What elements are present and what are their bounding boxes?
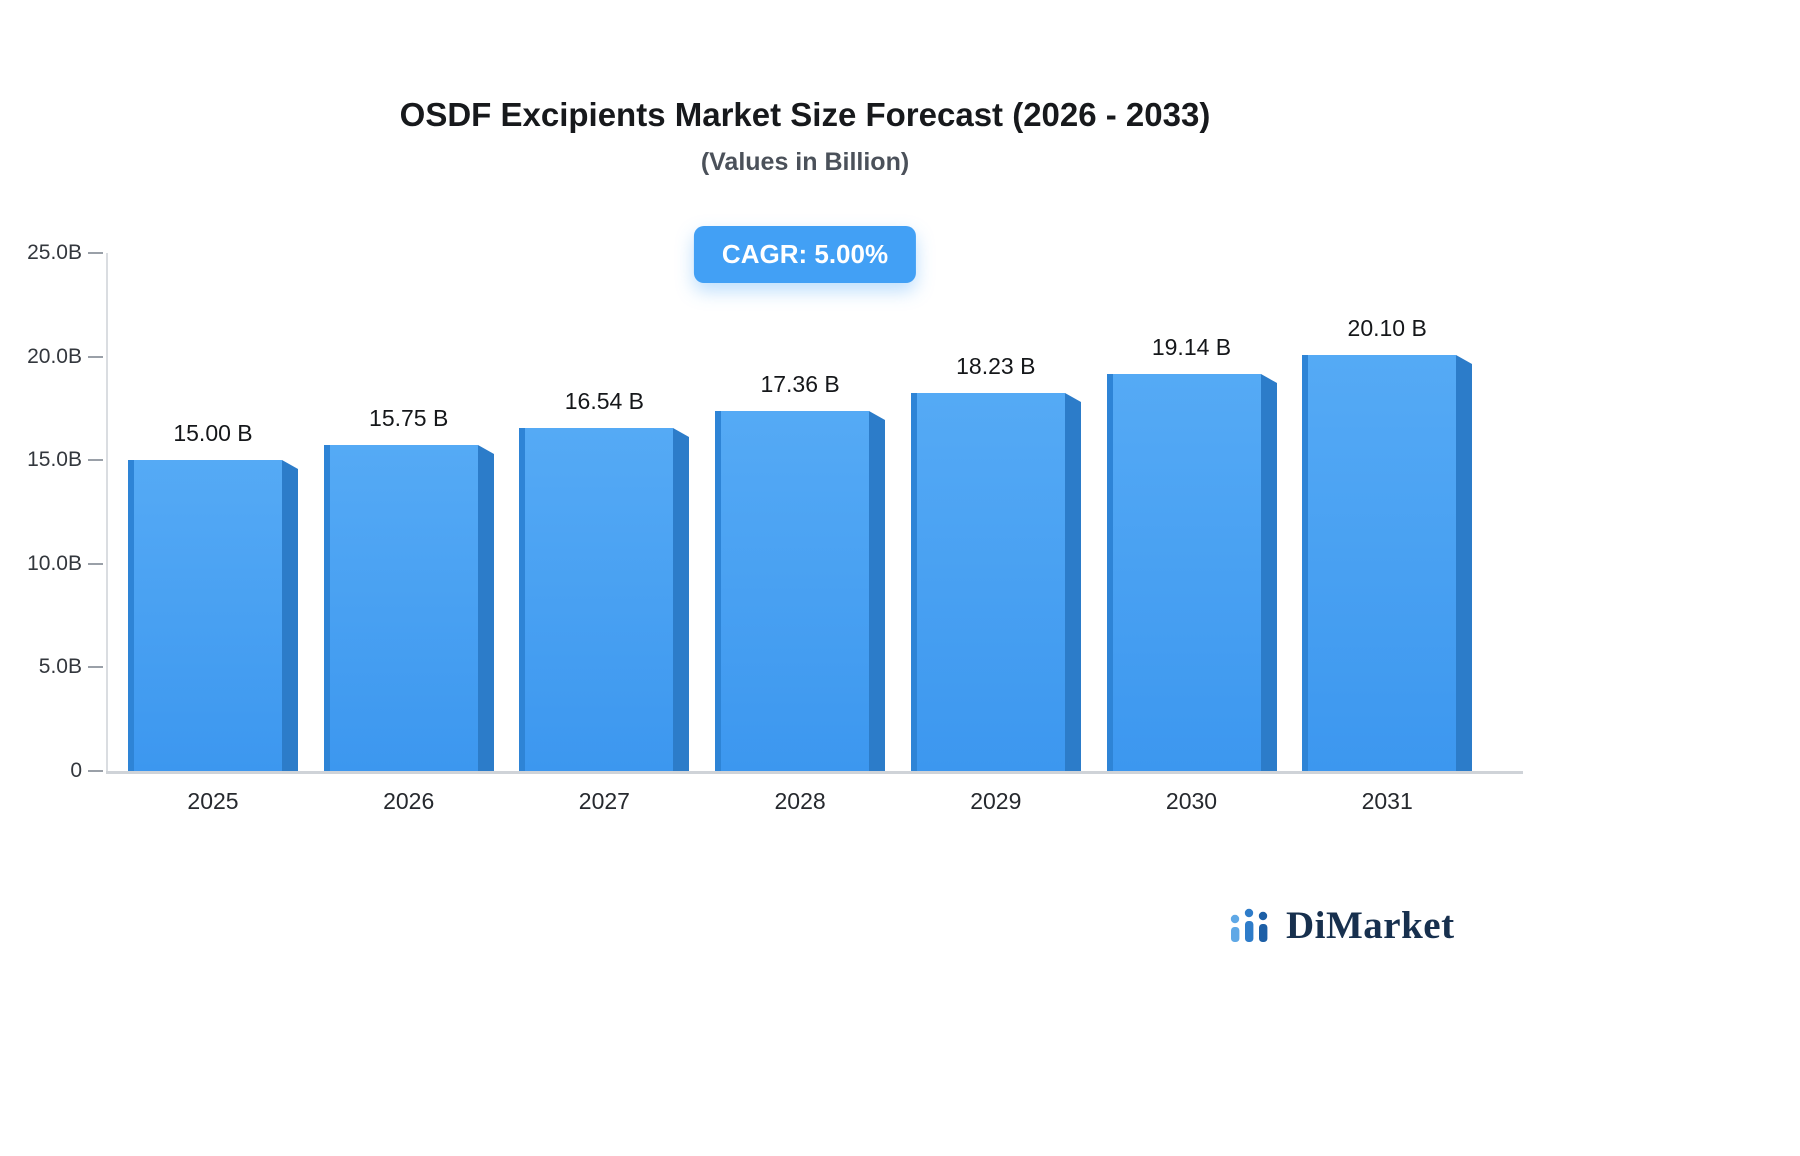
bar-bevel-2028 xyxy=(869,411,886,421)
bar-2025 xyxy=(128,460,298,771)
bar-face-2026 xyxy=(323,444,478,771)
bar-2027 xyxy=(519,428,690,771)
bar-face-2025 xyxy=(128,460,282,771)
y-tick-label: 0 xyxy=(70,759,82,782)
bar-value-label-2025: 15.00 B xyxy=(173,420,253,447)
x-axis-label-2030: 2030 xyxy=(1165,788,1218,814)
bar-2029 xyxy=(910,393,1081,771)
bar-value-label-2026: 15.75 B xyxy=(369,404,449,431)
bar-side-2031 xyxy=(1456,363,1473,771)
chart-title: OSDF Excipients Market Size Forecast (20… xyxy=(399,96,1211,133)
y-tick-label: 20.0B xyxy=(27,344,82,368)
x-axis-label-2028: 2028 xyxy=(774,788,826,814)
bar-bevel-2029 xyxy=(1064,393,1081,403)
y-tick-label: 25.0B xyxy=(27,241,82,264)
bar-face-2028 xyxy=(715,411,870,771)
bar-bevel-2027 xyxy=(673,428,690,438)
y-tick-label: 10.0B xyxy=(27,551,82,575)
bar-bevel-2030 xyxy=(1260,374,1277,384)
y-axis-line xyxy=(106,253,108,771)
y-tick-mark xyxy=(88,459,103,462)
x-axis-baseline xyxy=(106,771,1523,774)
bar-2026 xyxy=(323,444,494,771)
cagr-badge: CAGR: 5.00% xyxy=(693,226,917,283)
y-tick-mark xyxy=(88,355,103,358)
bar-side-2025 xyxy=(282,469,298,771)
chart-subtitle: (Values in Billion) xyxy=(700,148,910,176)
y-tick-mark xyxy=(88,562,103,565)
dimarket-logo-text: DiMarket xyxy=(1286,904,1455,947)
bar-2031 xyxy=(1302,354,1473,771)
y-tick-mark xyxy=(88,770,103,772)
y-tick-mark xyxy=(88,666,103,669)
bar-side-2028 xyxy=(869,420,886,771)
bar-face-2027 xyxy=(519,428,674,771)
bar-bevel-2025 xyxy=(282,460,298,470)
bar-value-label-2031: 20.10 B xyxy=(1347,314,1427,341)
y-tick-label: 15.0B xyxy=(27,448,82,472)
dimarket-logo: DiMarket xyxy=(1228,903,1455,948)
bar-chart-dots-icon xyxy=(1230,908,1268,942)
bar-bevel-2031 xyxy=(1456,354,1473,364)
x-axis-label-2025: 2025 xyxy=(187,788,239,814)
y-tick-mark xyxy=(88,252,103,254)
x-axis-label-2027: 2027 xyxy=(578,788,630,814)
bar-2030 xyxy=(1106,374,1277,771)
bar-value-label-2030: 19.14 B xyxy=(1151,334,1232,361)
bar-face-2031 xyxy=(1302,354,1457,771)
bar-2028 xyxy=(715,411,886,771)
bar-value-label-2027: 16.54 B xyxy=(564,388,645,415)
y-tick-label: 5.0B xyxy=(38,655,82,679)
x-axis-label-2029: 2029 xyxy=(970,788,1022,814)
bar-side-2030 xyxy=(1260,383,1277,771)
bar-side-2029 xyxy=(1064,402,1081,771)
bar-face-2029 xyxy=(910,393,1065,771)
bar-value-label-2028: 17.36 B xyxy=(760,371,840,398)
bar-side-2027 xyxy=(673,437,690,771)
bar-side-2026 xyxy=(477,453,494,771)
bar-bevel-2026 xyxy=(477,444,494,454)
bar-value-label-2029: 18.23 B xyxy=(956,353,1036,380)
x-axis-label-2031: 2031 xyxy=(1361,788,1413,814)
bar-face-2030 xyxy=(1106,374,1261,771)
x-axis-label-2026: 2026 xyxy=(383,788,435,814)
